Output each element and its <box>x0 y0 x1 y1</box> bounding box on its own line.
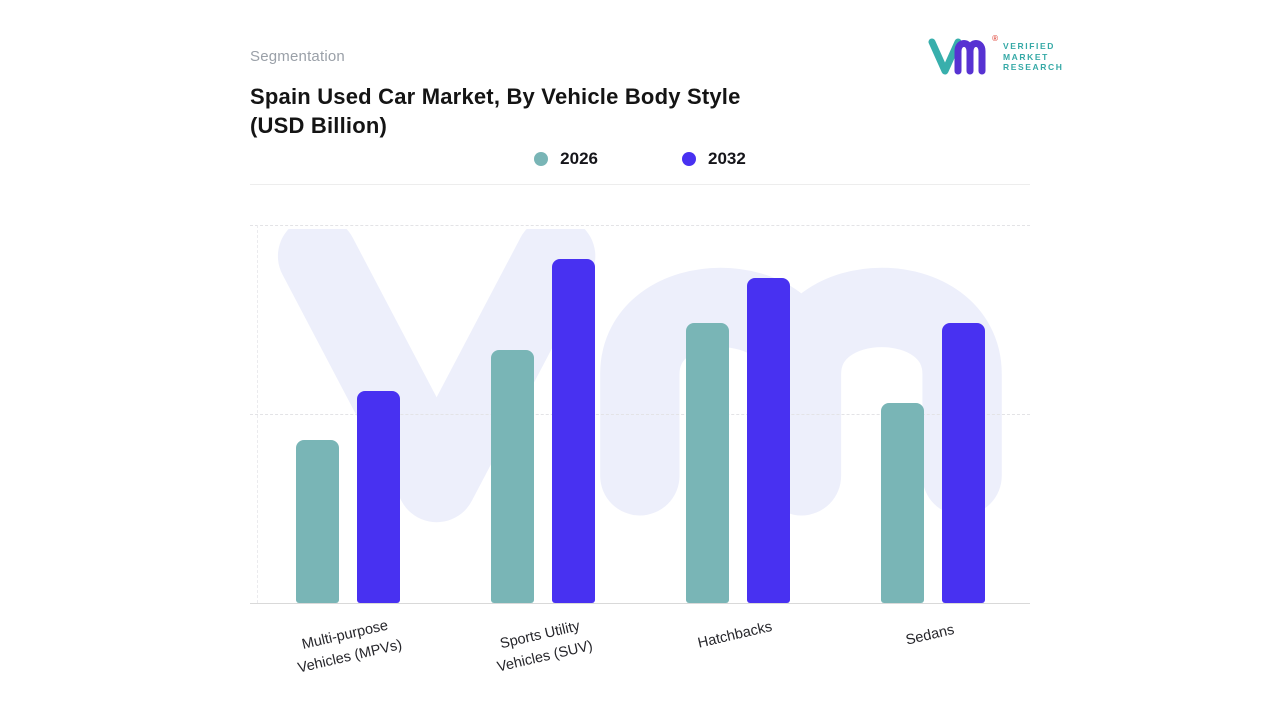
bar-2032-hatchbacks[interactable] <box>746 277 790 603</box>
x-axis-label-sedans: Sedans <box>833 603 1033 690</box>
legend-item-2032: 2032 <box>682 149 746 169</box>
registered-trademark-icon: ® <box>992 34 998 43</box>
x-axis-label-line: Hatchbacks <box>696 618 774 652</box>
x-axis-label-line: Sedans <box>904 621 956 649</box>
bar-group-sports-utility-vehicles-suv <box>445 225 640 603</box>
bar-2032-multi-purpose-vehicles-mpvs[interactable] <box>356 391 400 603</box>
bar-2026-sports-utility-vehicles-suv[interactable] <box>490 349 534 603</box>
header-divider <box>250 184 1030 185</box>
legend-dot-2032 <box>682 152 696 166</box>
chart-title: Spain Used Car Market, By Vehicle Body S… <box>250 82 741 140</box>
logo-m-shape <box>954 40 986 75</box>
segmentation-label: Segmentation <box>250 48 345 65</box>
bar-chart <box>250 225 1030 604</box>
gridline-middle <box>250 414 1030 415</box>
logo-text-line-1: VERIFIED <box>1003 41 1056 52</box>
legend-label-2026: 2026 <box>560 149 598 168</box>
logo-text-line-2: MARKET <box>1003 51 1049 62</box>
chart-title-line-2: (USD Billion) <box>250 113 388 138</box>
legend-dot-2026 <box>534 152 549 166</box>
bar-group-hatchbacks <box>640 225 835 603</box>
bar-2032-sedans[interactable] <box>941 323 985 603</box>
vmr-logo-mark: ® <box>928 34 998 78</box>
bar-group-multi-purpose-vehicles-mpvs <box>250 225 445 603</box>
bar-2032-sports-utility-vehicles-suv[interactable] <box>551 259 595 603</box>
bar-2026-hatchbacks[interactable] <box>685 323 729 603</box>
logo-text-line-3: RESEARCH <box>1003 62 1064 73</box>
bar-group-sedans <box>835 225 1030 603</box>
logo-v-shape <box>928 38 962 75</box>
x-axis-label-sports-utility-vehicles-suv: Sports Utility Vehicles (SUV) <box>443 603 643 690</box>
bar-groups <box>250 225 1030 603</box>
x-axis-labels: Multi-purpose Vehicles (MPVs) Sports Utili… <box>250 618 1030 677</box>
gridline-top <box>250 225 1030 226</box>
bar-2026-sedans[interactable] <box>880 402 924 603</box>
x-axis-label-multi-purpose-vehicles-mpvs: Multi-purpose Vehicles (MPVs) <box>248 603 448 690</box>
legend: 2026 2032 <box>250 149 1030 169</box>
x-axis-label-hatchbacks: Hatchbacks <box>638 603 838 690</box>
y-axis-line <box>257 225 258 603</box>
vmr-logo: ® VERIFIED MARKET RESEARCH <box>928 34 1064 78</box>
legend-label-2032: 2032 <box>708 149 746 168</box>
vmr-logo-text: VERIFIED MARKET RESEARCH <box>1003 42 1064 72</box>
chart-title-line-1: Spain Used Car Market, By Vehicle Body S… <box>250 84 741 109</box>
legend-item-2026: 2026 <box>534 149 598 169</box>
bar-2026-multi-purpose-vehicles-mpvs[interactable] <box>295 440 339 603</box>
